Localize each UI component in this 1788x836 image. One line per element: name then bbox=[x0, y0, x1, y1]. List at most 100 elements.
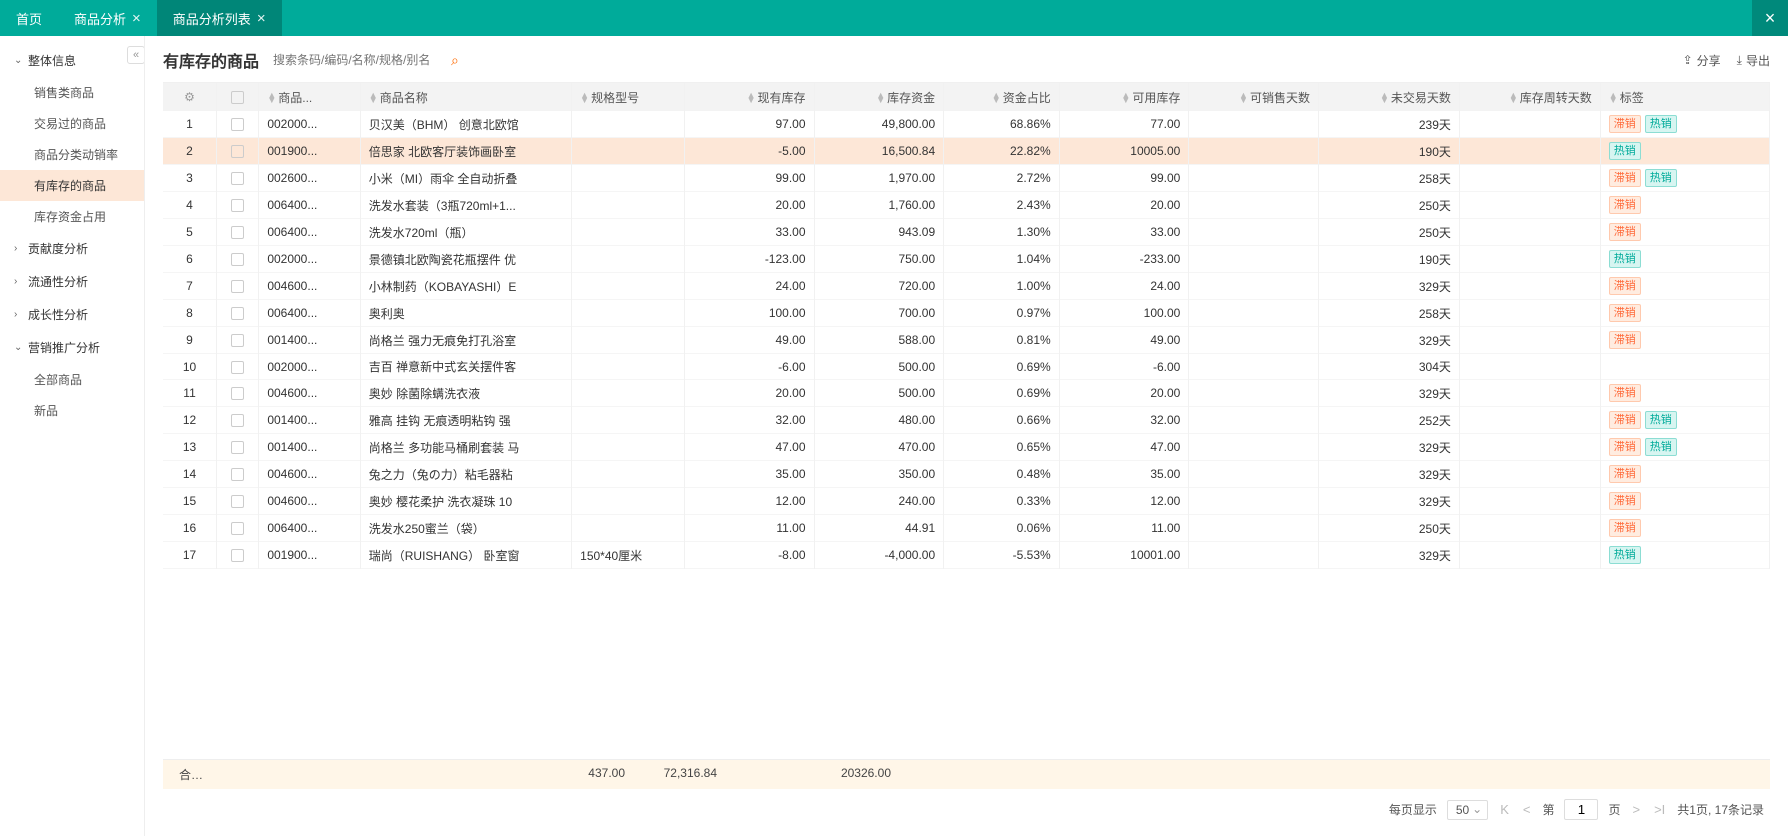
nav-group-流通性分析[interactable]: ›流通性分析 bbox=[0, 265, 144, 298]
sort-icon[interactable]: ▲▼ bbox=[1509, 93, 1518, 103]
row-checkbox[interactable] bbox=[231, 387, 244, 400]
table-row[interactable]: 10002000...吉百 禅意新中式玄关摆件客-6.00500.000.69%… bbox=[163, 354, 1770, 380]
sort-icon[interactable]: ▲▼ bbox=[747, 93, 756, 103]
select-all-checkbox[interactable] bbox=[231, 91, 244, 104]
nav-item-交易过的商品[interactable]: 交易过的商品 bbox=[0, 108, 144, 139]
col-tags[interactable]: ▲▼标签 bbox=[1600, 83, 1769, 111]
search-input[interactable] bbox=[273, 53, 443, 67]
share-button[interactable]: ⇪分享 bbox=[1683, 52, 1721, 69]
table-row[interactable]: 11004600...奥妙 除菌除螨洗衣液20.00500.000.69%20.… bbox=[163, 380, 1770, 407]
row-checkbox[interactable] bbox=[231, 307, 244, 320]
page-first-button[interactable]: K bbox=[1498, 802, 1511, 817]
col-stock[interactable]: ▲▼现有库存 bbox=[684, 83, 814, 111]
page-prev-button[interactable]: < bbox=[1521, 802, 1533, 817]
sort-icon[interactable]: ▲▼ bbox=[992, 93, 1001, 103]
sort-icon[interactable]: ▲▼ bbox=[1609, 93, 1618, 103]
tabs-close-all-button[interactable]: × bbox=[1752, 0, 1788, 36]
row-checkbox[interactable] bbox=[231, 334, 244, 347]
sort-icon[interactable]: ▲▼ bbox=[1121, 93, 1130, 103]
row-checkbox[interactable] bbox=[231, 199, 244, 212]
cell-sell_days bbox=[1189, 354, 1319, 380]
table-row[interactable]: 2001900...倍思家 北欧客厅装饰画卧室-5.0016,500.8422.… bbox=[163, 138, 1770, 165]
tab-首页[interactable]: 首页 bbox=[0, 0, 58, 36]
cell-stock_fund: 500.00 bbox=[814, 354, 944, 380]
row-checkbox[interactable] bbox=[231, 468, 244, 481]
sort-icon[interactable]: ▲▼ bbox=[580, 93, 589, 103]
nav-item-新品[interactable]: 新品 bbox=[0, 395, 144, 426]
table-row[interactable]: 12001400...雅高 挂钩 无痕透明粘钩 强32.00480.000.66… bbox=[163, 407, 1770, 434]
table-row[interactable]: 6002000...景德镇北欧陶瓷花瓶摆件 优-123.00750.001.04… bbox=[163, 246, 1770, 273]
nav-item-全部商品[interactable]: 全部商品 bbox=[0, 364, 144, 395]
row-index: 16 bbox=[163, 515, 217, 542]
cell-spec bbox=[572, 488, 685, 515]
nav-item-销售类商品[interactable]: 销售类商品 bbox=[0, 77, 144, 108]
row-checkbox[interactable] bbox=[231, 118, 244, 131]
row-checkbox[interactable] bbox=[231, 414, 244, 427]
nav-item-有库存的商品[interactable]: 有库存的商品 bbox=[0, 170, 144, 201]
row-checkbox[interactable] bbox=[231, 172, 244, 185]
col-stock_fund[interactable]: ▲▼库存资金 bbox=[814, 83, 944, 111]
cell-name: 贝汉美（BHM） 创意北欧馆 bbox=[360, 111, 571, 138]
nav-item-商品分类动销率[interactable]: 商品分类动销率 bbox=[0, 139, 144, 170]
tab-商品分析[interactable]: 商品分析× bbox=[58, 0, 157, 36]
page-next-button[interactable]: > bbox=[1630, 802, 1642, 817]
row-checkbox[interactable] bbox=[231, 280, 244, 293]
sort-icon[interactable]: ▲▼ bbox=[1380, 93, 1389, 103]
table-row[interactable]: 3002600...小米（MI）雨伞 全自动折叠99.001,970.002.7… bbox=[163, 165, 1770, 192]
close-icon[interactable]: × bbox=[257, 11, 266, 26]
table-row[interactable]: 9001400...尚格兰 强力无痕免打孔浴室49.00588.000.81%4… bbox=[163, 327, 1770, 354]
cell-fund_pct: 0.33% bbox=[944, 488, 1060, 515]
table-scroll[interactable]: ⚙▲▼商品...▲▼商品名称▲▼规格型号▲▼现有库存▲▼库存资金▲▼资金占比▲▼… bbox=[163, 82, 1770, 759]
row-checkbox[interactable] bbox=[231, 253, 244, 266]
sidebar-collapse-button[interactable]: « bbox=[127, 46, 145, 64]
row-checkbox[interactable] bbox=[231, 441, 244, 454]
search-icon[interactable]: ⌕ bbox=[451, 52, 459, 69]
table-row[interactable]: 1002000...贝汉美（BHM） 创意北欧馆97.0049,800.0068… bbox=[163, 111, 1770, 138]
col-turnover_days[interactable]: ▲▼库存周转天数 bbox=[1459, 83, 1600, 111]
sort-icon[interactable]: ▲▼ bbox=[1239, 93, 1248, 103]
table-row[interactable]: 17001900...瑞尚（RUISHANG） 卧室窗150*40厘米-8.00… bbox=[163, 542, 1770, 569]
cell-stock: -8.00 bbox=[684, 542, 814, 569]
table-row[interactable]: 16006400...洗发水250蜜兰（袋）11.0044.910.06%11.… bbox=[163, 515, 1770, 542]
table-row[interactable]: 5006400...洗发水720ml（瓶）33.00943.091.30%33.… bbox=[163, 219, 1770, 246]
row-checkbox[interactable] bbox=[231, 495, 244, 508]
sort-icon[interactable]: ▲▼ bbox=[876, 93, 885, 103]
col-fund_pct[interactable]: ▲▼资金占比 bbox=[944, 83, 1060, 111]
nav-item-库存资金占用[interactable]: 库存资金占用 bbox=[0, 201, 144, 232]
col-name[interactable]: ▲▼商品名称 bbox=[360, 83, 571, 111]
col-avail[interactable]: ▲▼可用库存 bbox=[1059, 83, 1189, 111]
page-last-button[interactable]: >I bbox=[1652, 802, 1667, 817]
table-row[interactable]: 13001400...尚格兰 多功能马桶刷套装 马47.00470.000.65… bbox=[163, 434, 1770, 461]
row-checkbox[interactable] bbox=[231, 361, 244, 374]
table-row[interactable]: 8006400...奥利奥100.00700.000.97%100.00258天… bbox=[163, 300, 1770, 327]
sort-icon[interactable]: ▲▼ bbox=[369, 93, 378, 103]
gear-icon[interactable]: ⚙ bbox=[184, 90, 195, 104]
col-spec[interactable]: ▲▼规格型号 bbox=[572, 83, 685, 111]
nav-group-成长性分析[interactable]: ›成长性分析 bbox=[0, 298, 144, 331]
table-row[interactable]: 15004600...奥妙 樱花柔护 洗衣凝珠 1012.00240.000.3… bbox=[163, 488, 1770, 515]
cell-code: 001400... bbox=[259, 434, 360, 461]
sort-icon[interactable]: ▲▼ bbox=[267, 93, 276, 103]
page-input[interactable] bbox=[1564, 799, 1598, 820]
table-row[interactable]: 4006400...洗发水套装（3瓶720ml+1...20.001,760.0… bbox=[163, 192, 1770, 219]
export-button[interactable]: ⤓导出 bbox=[1737, 52, 1770, 69]
col-sell_days[interactable]: ▲▼可销售天数 bbox=[1189, 83, 1319, 111]
row-checkbox[interactable] bbox=[231, 226, 244, 239]
nav-group-贡献度分析[interactable]: ›贡献度分析 bbox=[0, 232, 144, 265]
col-no_trade_days[interactable]: ▲▼未交易天数 bbox=[1318, 83, 1459, 111]
nav-group-整体信息[interactable]: ⌄整体信息 bbox=[0, 44, 144, 77]
cell-name: 洗发水套装（3瓶720ml+1... bbox=[360, 192, 571, 219]
row-checkbox[interactable] bbox=[231, 522, 244, 535]
row-checkbox[interactable] bbox=[231, 549, 244, 562]
nav-group-营销推广分析[interactable]: ⌄营销推广分析 bbox=[0, 331, 144, 364]
col-code[interactable]: ▲▼商品... bbox=[259, 83, 360, 111]
row-index: 2 bbox=[163, 138, 217, 165]
nav-group-label: 贡献度分析 bbox=[28, 240, 88, 257]
row-checkbox[interactable] bbox=[231, 145, 244, 158]
per-page-select[interactable]: 50 bbox=[1447, 800, 1488, 820]
table-row[interactable]: 7004600...小林制药（KOBAYASHI）E24.00720.001.0… bbox=[163, 273, 1770, 300]
tab-商品分析列表[interactable]: 商品分析列表× bbox=[157, 0, 282, 36]
close-icon[interactable]: × bbox=[132, 11, 141, 26]
table-row[interactable]: 14004600...兔之力（兔の力）粘毛器粘35.00350.000.48%3… bbox=[163, 461, 1770, 488]
cell-stock: 20.00 bbox=[684, 192, 814, 219]
